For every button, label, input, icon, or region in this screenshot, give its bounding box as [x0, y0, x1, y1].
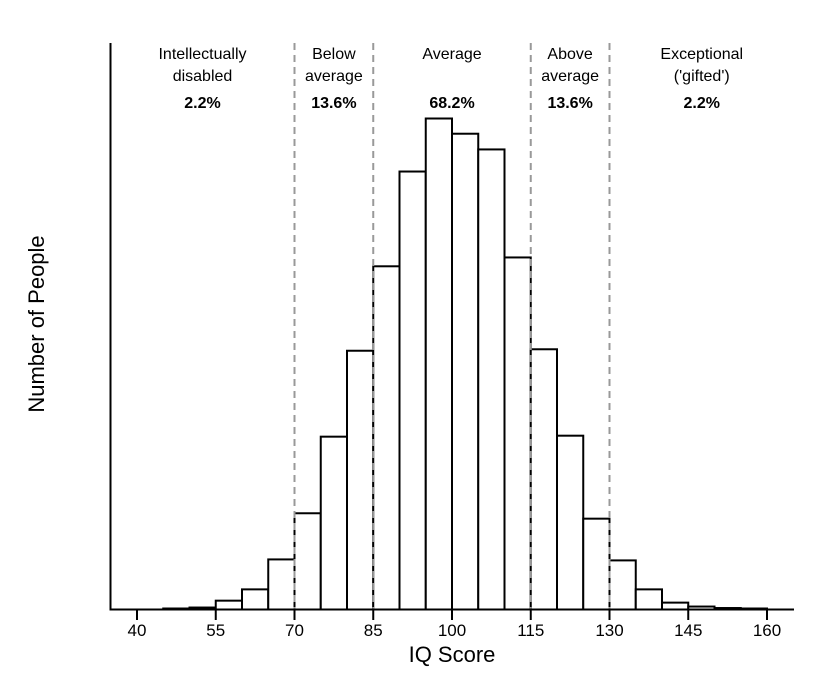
x-tick-label: 145: [674, 621, 702, 640]
histogram-bar: [241, 588, 270, 611]
x-tick-label: 85: [364, 621, 383, 640]
histogram-bar: [556, 434, 585, 611]
histogram-bar: [372, 265, 401, 611]
histogram-bar: [608, 559, 637, 611]
x-tick-label: 40: [128, 621, 147, 640]
histogram-bar: [477, 148, 506, 611]
histogram-bar: [214, 599, 243, 611]
histogram-bar: [529, 348, 558, 611]
histogram-bar: [634, 588, 663, 611]
x-tick-label: 160: [753, 621, 781, 640]
histogram-bar: [582, 517, 611, 611]
histogram-bar: [346, 349, 375, 611]
histogram-bar: [267, 558, 296, 611]
y-axis-title: Number of People: [24, 235, 49, 413]
histogram-bar: [424, 117, 453, 611]
histogram-bar: [661, 601, 690, 611]
histogram-bar: [319, 435, 348, 611]
histogram-bar: [451, 132, 480, 611]
x-axis-title: IQ Score: [408, 642, 496, 667]
x-tick-label: 55: [206, 621, 225, 640]
x-tick-label: 115: [517, 621, 544, 640]
x-tick-label: 130: [595, 621, 623, 640]
x-tick-label: 70: [285, 621, 304, 640]
histogram-bar: [398, 170, 427, 611]
histogram-bar: [503, 256, 532, 611]
histogram-bar: [293, 512, 322, 611]
x-tick-label: 100: [438, 621, 466, 640]
